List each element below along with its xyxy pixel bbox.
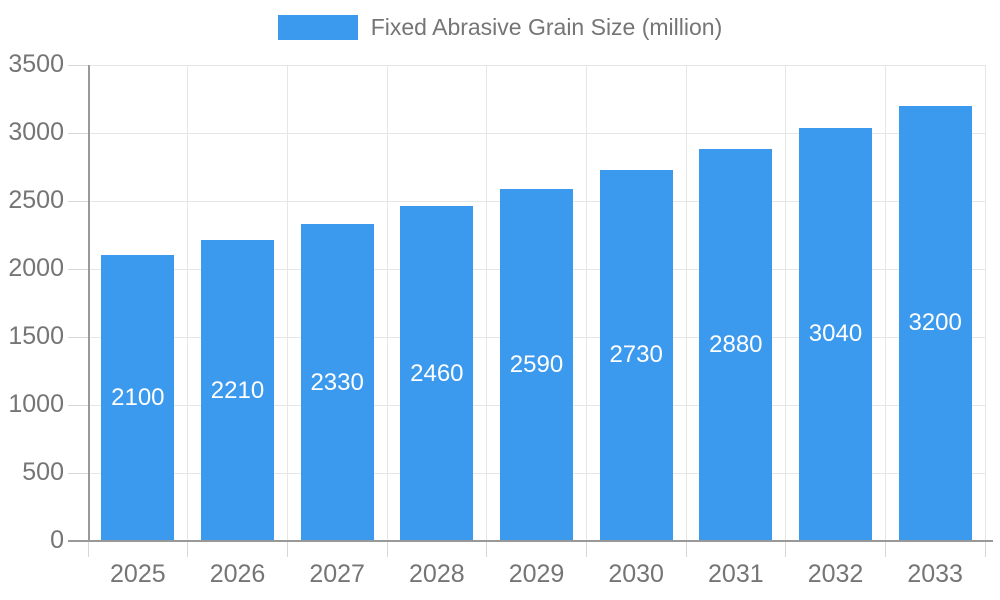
y-axis-tick-label: 2000 bbox=[8, 254, 64, 282]
x-tick bbox=[187, 542, 189, 557]
bar-2032[interactable]: 3040 bbox=[799, 127, 872, 541]
y-axis-tick-label: 1000 bbox=[8, 390, 64, 418]
x-tick bbox=[685, 542, 687, 557]
x-axis-tick-label: 2028 bbox=[409, 560, 465, 588]
x-axis-tick-label: 2032 bbox=[807, 560, 864, 588]
v-gridline bbox=[386, 65, 388, 541]
y-tick bbox=[68, 336, 88, 338]
y-axis-tick-label: 1500 bbox=[8, 322, 64, 350]
bar-2027[interactable]: 2330 bbox=[300, 224, 374, 541]
y-tick bbox=[68, 472, 88, 474]
v-gridline bbox=[685, 65, 687, 541]
plot-area: 2100 2210 2330 2460 2590 2730 2880 3040 3200 bbox=[88, 64, 986, 541]
y-tick bbox=[68, 200, 88, 202]
legend-swatch bbox=[277, 15, 358, 40]
x-axis-line bbox=[68, 540, 993, 542]
x-tick bbox=[386, 542, 388, 557]
y-tick bbox=[68, 404, 88, 406]
bar-2028[interactable]: 2460 bbox=[400, 206, 474, 541]
x-tick bbox=[486, 542, 488, 557]
bar-2026[interactable]: 2210 bbox=[201, 240, 274, 541]
v-gridline bbox=[187, 65, 189, 541]
bar-2029[interactable]: 2590 bbox=[500, 188, 573, 541]
x-tick bbox=[984, 542, 986, 557]
y-tick bbox=[68, 132, 88, 134]
bar-value-label: 2880 bbox=[709, 331, 763, 359]
legend-label: Fixed Abrasive Grain Size (million) bbox=[370, 14, 723, 40]
x-tick bbox=[884, 542, 886, 557]
bar-value-label: 2590 bbox=[509, 350, 564, 378]
y-tick bbox=[68, 64, 88, 66]
bar-value-label: 2210 bbox=[210, 376, 265, 404]
bar-value-label: 2730 bbox=[609, 341, 663, 369]
bar-2025[interactable]: 2100 bbox=[101, 255, 175, 541]
y-axis-tick-label: 0 bbox=[50, 526, 64, 554]
y-tick bbox=[68, 268, 88, 270]
x-axis-tick-label: 2027 bbox=[309, 560, 365, 588]
bar-value-label: 2330 bbox=[310, 368, 364, 396]
v-gridline bbox=[585, 65, 587, 541]
y-axis-tick-label: 3000 bbox=[8, 118, 64, 146]
x-tick bbox=[785, 542, 787, 557]
bar-2033[interactable]: 3200 bbox=[898, 105, 972, 541]
x-tick bbox=[585, 542, 587, 557]
bar-value-label: 2100 bbox=[111, 384, 165, 412]
x-axis-tick-label: 2033 bbox=[907, 560, 963, 588]
h-gridline bbox=[88, 64, 985, 66]
y-axis-line bbox=[88, 65, 90, 541]
v-gridline bbox=[486, 65, 488, 541]
bar-value-label: 2460 bbox=[410, 359, 464, 387]
bar-value-label: 3040 bbox=[808, 320, 863, 348]
x-axis-tick-label: 2030 bbox=[608, 560, 664, 588]
legend-item[interactable]: Fixed Abrasive Grain Size (million) bbox=[0, 14, 1000, 41]
v-gridline bbox=[785, 65, 787, 541]
x-axis-tick-label: 2026 bbox=[209, 560, 266, 588]
x-axis-tick-label: 2029 bbox=[508, 560, 565, 588]
bar-2031[interactable]: 2880 bbox=[699, 149, 773, 541]
v-gridline bbox=[286, 65, 288, 541]
v-gridline bbox=[884, 65, 886, 541]
x-axis-tick-label: 2025 bbox=[110, 560, 166, 588]
h-gridline bbox=[88, 132, 985, 134]
y-axis-tick-label: 3500 bbox=[8, 50, 64, 78]
x-axis-tick-label: 2031 bbox=[708, 560, 764, 588]
bar-2030[interactable]: 2730 bbox=[599, 169, 673, 541]
v-gridline bbox=[984, 65, 986, 541]
x-tick bbox=[87, 542, 89, 557]
bar-value-label: 3200 bbox=[908, 309, 962, 337]
y-axis-tick-label: 500 bbox=[22, 458, 64, 486]
y-axis-tick-label: 2500 bbox=[8, 186, 64, 214]
x-tick bbox=[286, 542, 288, 557]
